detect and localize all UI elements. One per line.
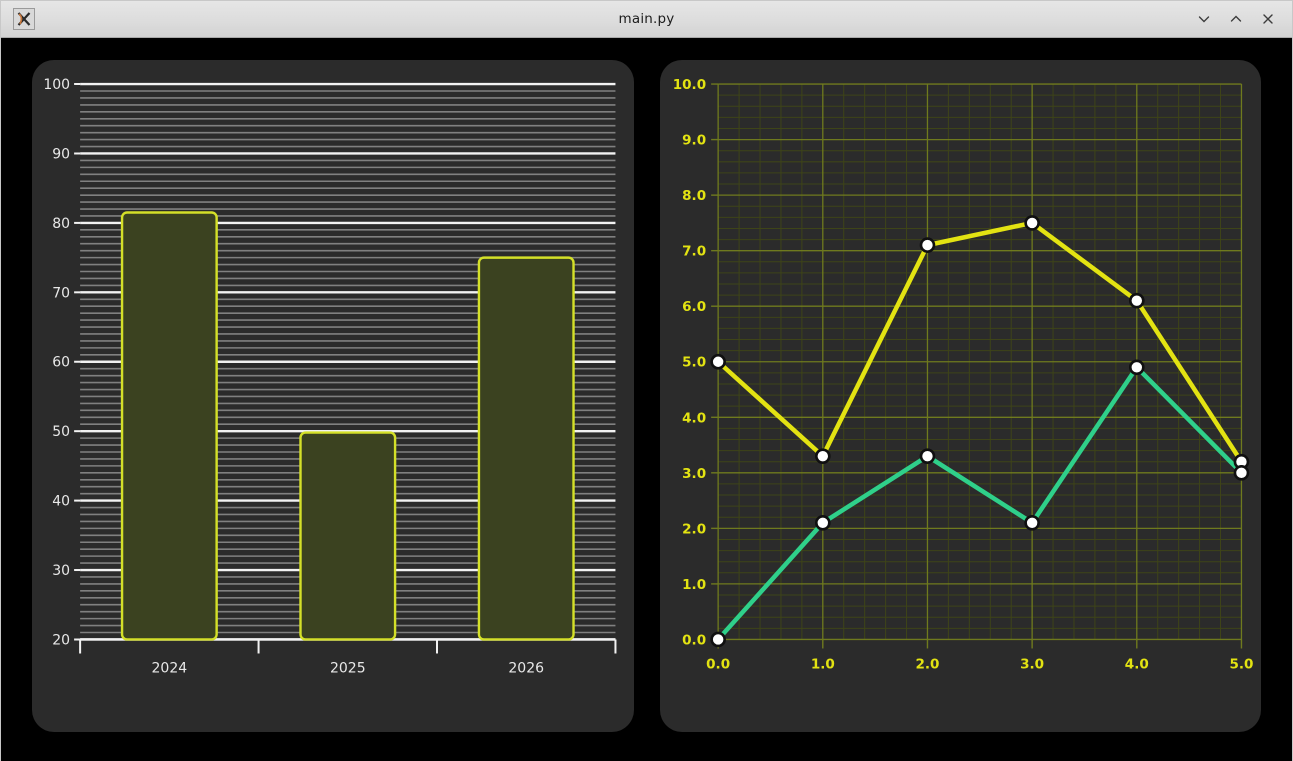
line-marker — [919, 448, 935, 464]
line-marker — [1233, 465, 1249, 481]
bar-y-tick-label: 60 — [52, 355, 70, 371]
bar-y-tick-label: 100 — [43, 77, 70, 93]
line-y-tick-label: 1.0 — [682, 577, 706, 593]
line-marker — [709, 631, 726, 648]
line-x-tick-label: 4.0 — [1124, 657, 1148, 673]
line-chart-panel: 0.0 1.0 2.0 3.0 4.0 5.0 6.0 7.0 8.0 9.0 10.0 0.0 1.0… — [659, 60, 1261, 732]
bar-y-tick-label: 90 — [52, 146, 70, 162]
line-y-tick-label: 0.0 — [682, 632, 706, 648]
bar-y-tick-label: 40 — [52, 494, 70, 510]
line-series-yellow-series — [715, 220, 1244, 464]
window-title: main.py — [618, 11, 675, 27]
line-marker — [919, 237, 935, 253]
bar-chart-panel: 20 30 40 50 60 70 80 90 100 2024 2025 2026 — [32, 60, 634, 732]
line-series-green-series — [715, 365, 1244, 642]
window-controls — [1194, 9, 1284, 29]
line-x-tick-label: 0.0 — [706, 657, 730, 673]
line-marker — [1128, 359, 1145, 376]
line-marker — [1023, 215, 1040, 231]
x-logo-icon — [13, 8, 35, 30]
chevron-down-icon[interactable] — [1194, 9, 1214, 29]
line-y-tick-label: 5.0 — [682, 355, 706, 371]
bar-y-tick-label: 50 — [52, 424, 70, 440]
title-bar: main.py — [1, 1, 1292, 38]
line-x-tick-label: 1.0 — [810, 657, 834, 673]
line-marker — [814, 448, 831, 464]
close-x-icon[interactable] — [1258, 9, 1278, 29]
line-y-tick-label: 6.0 — [682, 299, 706, 315]
bar-y-tick-label: 80 — [52, 216, 70, 232]
bar-x-tick-label: 2025 — [330, 661, 366, 677]
bar-x-tick-label: 2024 — [152, 661, 188, 677]
line-y-tick-label: 2.0 — [682, 521, 706, 537]
line-marker — [814, 514, 831, 531]
bar-y-tick-label: 70 — [52, 285, 70, 301]
line-x-tick-label: 3.0 — [1020, 657, 1044, 673]
line-y-tick-label: 8.0 — [682, 188, 706, 204]
bar-y-tick-label: 20 — [52, 632, 70, 648]
line-y-tick-label: 4.0 — [682, 410, 706, 426]
bar-2026 — [477, 256, 575, 641]
line-chart: 0.0 1.0 2.0 3.0 4.0 5.0 6.0 7.0 8.0 9.0 10.0 0.0 1.0… — [672, 77, 1253, 673]
line-marker — [709, 353, 726, 370]
line-y-tick-label: 9.0 — [682, 133, 706, 149]
line-y-tick-label: 7.0 — [682, 244, 706, 260]
line-x-tick-label: 5.0 — [1229, 657, 1253, 673]
chevron-up-icon[interactable] — [1226, 9, 1246, 29]
bar-chart: 20 30 40 50 60 70 80 90 100 2024 2025 2026 — [43, 77, 617, 677]
line-y-tick-label: 3.0 — [682, 466, 706, 482]
bar-2025 — [299, 431, 397, 641]
bar-2024 — [120, 211, 218, 641]
line-marker — [1023, 514, 1040, 531]
line-y-tick-label: 10.0 — [672, 77, 705, 93]
plots-container: 20 30 40 50 60 70 80 90 100 2024 2025 2026 0.0 1.0 2.… — [1, 38, 1292, 761]
bar-x-tick-label: 2026 — [508, 661, 544, 677]
line-x-tick-label: 2.0 — [915, 657, 939, 673]
bar-y-tick-label: 30 — [52, 563, 70, 579]
line-marker — [1128, 292, 1145, 309]
